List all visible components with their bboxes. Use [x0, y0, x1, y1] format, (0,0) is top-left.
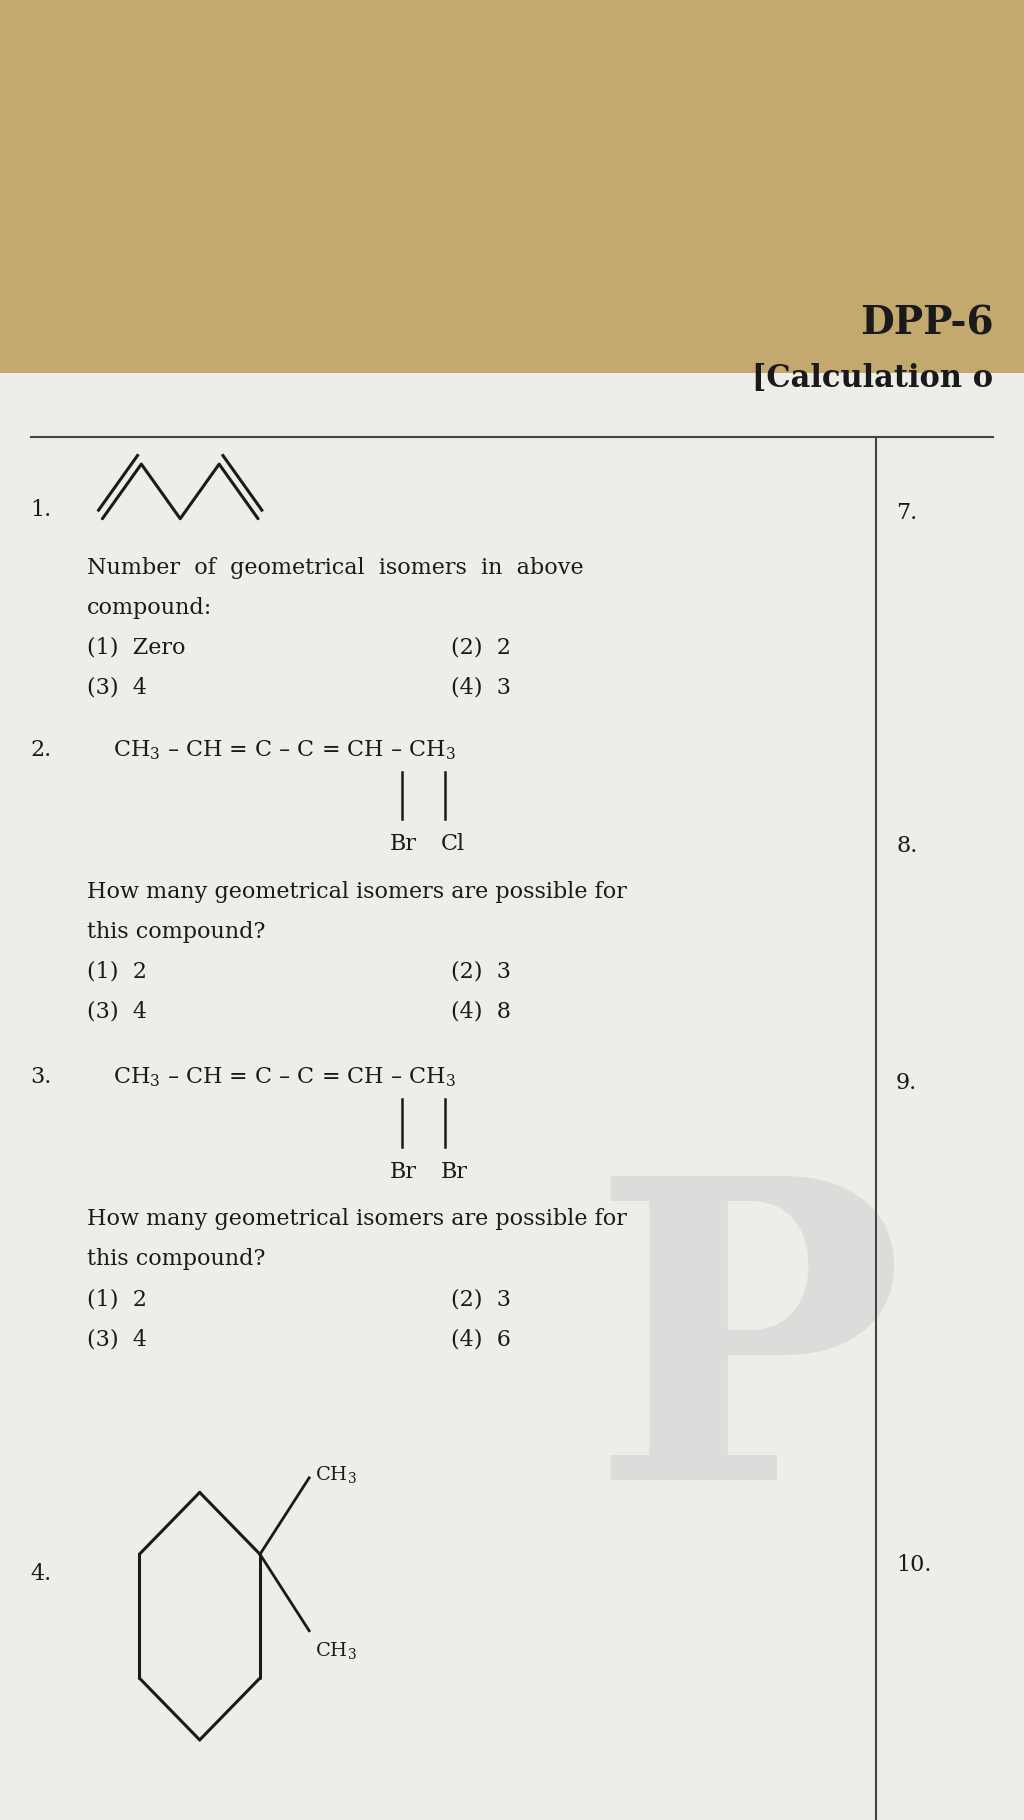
Text: (2)  2: (2) 2 [451, 637, 510, 659]
Text: 4.: 4. [31, 1563, 52, 1585]
Text: 10.: 10. [896, 1554, 932, 1576]
Text: (3)  4: (3) 4 [87, 1001, 147, 1023]
Bar [0, 0, 1024, 373]
Text: (1)  2: (1) 2 [87, 1289, 146, 1310]
Text: 3.: 3. [31, 1067, 52, 1088]
Text: (2)  3: (2) 3 [451, 1289, 511, 1310]
Text: 2.: 2. [31, 739, 52, 761]
Bar [0, 373, 1024, 1820]
Text: $\mathregular{CH_3}$ – CH = C – C = CH – $\mathregular{CH_3}$: $\mathregular{CH_3}$ – CH = C – C = CH –… [113, 739, 456, 761]
Text: $\mathregular{CH_3}$: $\mathregular{CH_3}$ [315, 1640, 357, 1662]
Text: this compound?: this compound? [87, 921, 265, 943]
Text: (3)  4: (3) 4 [87, 1329, 147, 1350]
Text: [Calculation o: [Calculation o [753, 362, 993, 395]
Text: Number  of  geometrical  isomers  in  above: Number of geometrical isomers in above [87, 557, 584, 579]
Text: 1.: 1. [31, 499, 52, 521]
Text: compound:: compound: [87, 597, 212, 619]
Text: (2)  3: (2) 3 [451, 961, 511, 983]
Text: 8.: 8. [896, 835, 918, 857]
Text: $\mathregular{CH_3}$: $\mathregular{CH_3}$ [315, 1463, 357, 1485]
Text: (4)  8: (4) 8 [451, 1001, 511, 1023]
Text: Br: Br [390, 834, 417, 855]
Text: (3)  4: (3) 4 [87, 677, 147, 699]
Text: P: P [591, 1163, 904, 1567]
Text: DPP-6: DPP-6 [860, 306, 993, 342]
Text: (1)  2: (1) 2 [87, 961, 146, 983]
Text: $\mathregular{CH_3}$ – CH = C – C = CH – $\mathregular{CH_3}$: $\mathregular{CH_3}$ – CH = C – C = CH –… [113, 1067, 456, 1088]
Text: (1)  Zero: (1) Zero [87, 637, 185, 659]
Text: (4)  6: (4) 6 [451, 1329, 510, 1350]
Text: Cl: Cl [440, 834, 465, 855]
Text: Br: Br [390, 1161, 417, 1183]
Text: How many geometrical isomers are possible for: How many geometrical isomers are possibl… [87, 1208, 627, 1230]
Text: How many geometrical isomers are possible for: How many geometrical isomers are possibl… [87, 881, 627, 903]
Text: this compound?: this compound? [87, 1249, 265, 1270]
Text: 9.: 9. [896, 1072, 918, 1094]
Text: (4)  3: (4) 3 [451, 677, 511, 699]
Text: 7.: 7. [896, 502, 918, 524]
Text: Br: Br [440, 1161, 467, 1183]
